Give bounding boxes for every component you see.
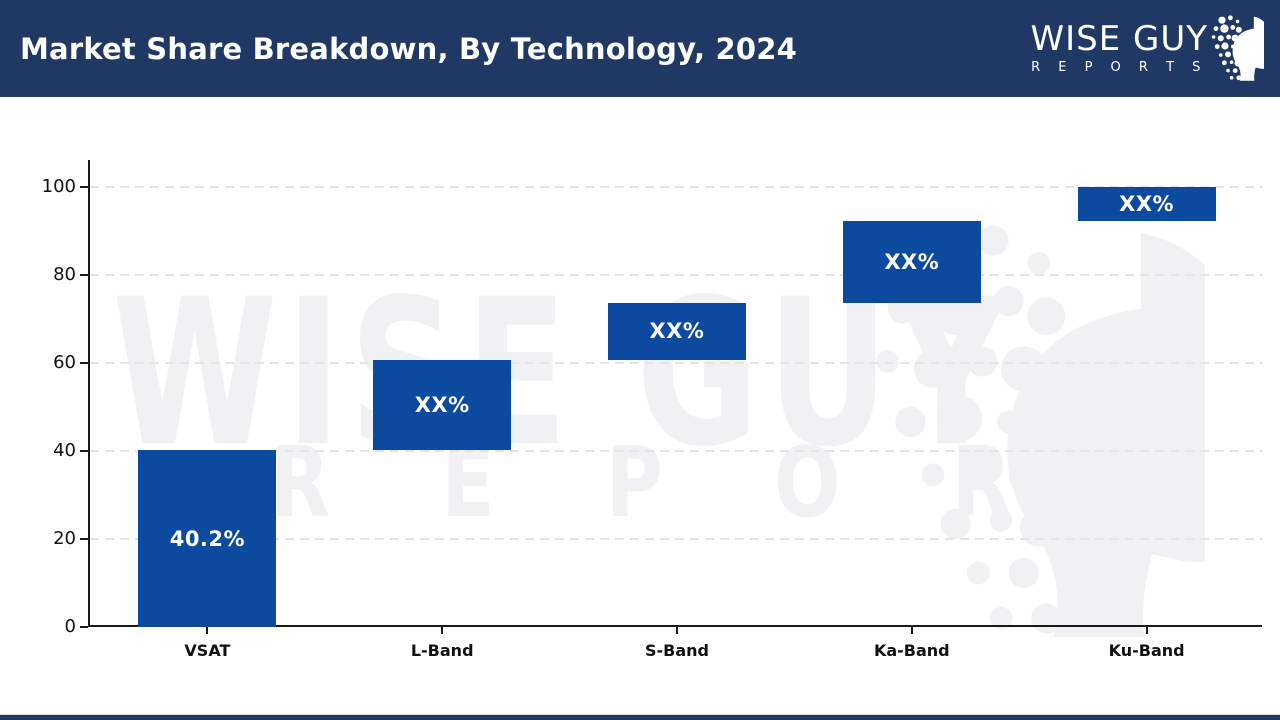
bar-value-label: XX% [649, 319, 705, 344]
x-axis-tick [910, 627, 913, 634]
bar-s-band: XX% [608, 302, 746, 361]
y-axis-tick-label: 20 [53, 528, 76, 550]
y-axis-tick-label: 0 [64, 616, 76, 637]
bar-value-label: XX% [414, 393, 470, 418]
wiseguy-head-icon [1211, 14, 1264, 81]
bar-value-label: XX% [884, 250, 940, 274]
plot-area: 0 20 40 60 80 100 40.2% VSAT XX% L-Band XX% S-Band X… [42, 160, 1262, 660]
y-axis-tick [80, 362, 88, 365]
y-axis-tick [80, 626, 88, 628]
x-axis-label-vsat: VSAT [184, 641, 231, 660]
chart-region: WISE GUY R E P O R T S 0 20 40 60 80 100 40.2%… [0, 97, 1280, 714]
x-axis-label-ku-band: Ku-Band [1108, 641, 1185, 660]
x-axis-tick [206, 627, 209, 634]
gridline [90, 362, 1262, 365]
logo-subtext: R E P O R T S [1031, 59, 1208, 75]
footer-bar [0, 715, 1280, 720]
y-axis-tick [80, 538, 88, 541]
gridline [90, 450, 1262, 453]
y-axis-tick-label: 60 [53, 352, 76, 374]
x-axis-tick [441, 627, 444, 634]
bar-ka-band: XX% [842, 221, 981, 303]
x-axis-label-ka-band: Ka-Band [873, 641, 950, 660]
gridline [90, 538, 1262, 541]
x-axis-label-l-band: L-Band [410, 641, 474, 660]
footer-divider [0, 714, 1280, 715]
y-axis-tick-label: 40 [53, 440, 76, 462]
gridline [90, 186, 1262, 189]
wiseguy-logo: WISE GUY R E P O R T S [1030, 9, 1280, 89]
bar-value-label: 40.2% [169, 526, 246, 551]
x-axis-tick [676, 627, 678, 634]
page-title: Market Share Breakdown, By Technology, 2… [20, 31, 798, 66]
y-axis-tick-label: 100 [41, 176, 76, 198]
bar-value-label: XX% [1119, 192, 1175, 217]
logo-text: WISE GUY [1030, 19, 1208, 60]
x-axis-tick [1145, 627, 1148, 634]
y-axis-tick [80, 186, 88, 189]
gridline [90, 274, 1262, 277]
bar-ku-band: XX% [1077, 187, 1216, 222]
bar-vsat: 40.2% [138, 450, 277, 627]
x-axis-label-s-band: S-Band [645, 641, 709, 660]
y-axis-tick-label: 80 [53, 264, 76, 286]
bar-l-band: XX% [373, 360, 512, 451]
y-axis-tick [80, 274, 88, 277]
y-axis-tick [80, 450, 88, 453]
header-bar: Market Share Breakdown, By Technology, 2… [0, 0, 1280, 97]
